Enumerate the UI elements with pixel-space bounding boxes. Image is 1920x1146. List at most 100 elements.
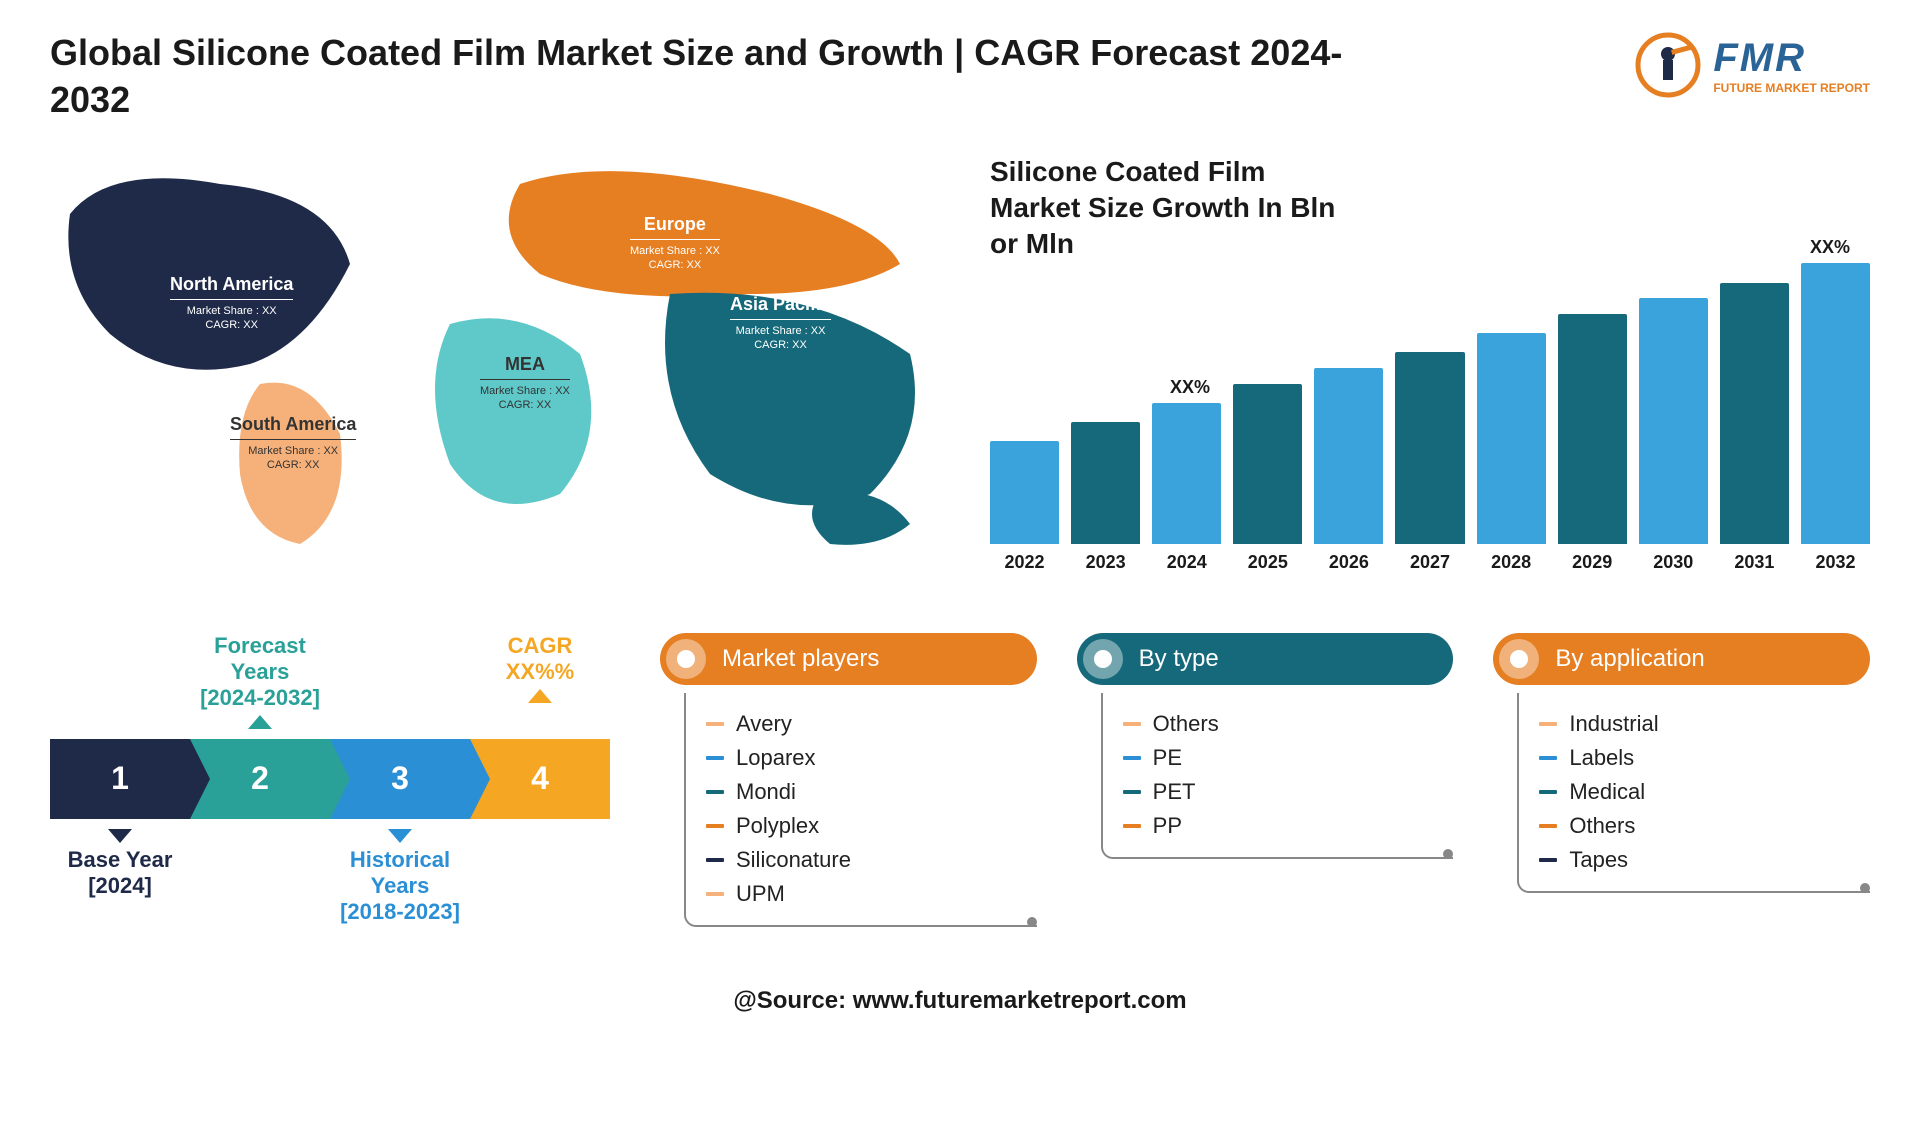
cat-item-label: PET [1153, 779, 1196, 805]
bar-2029: 2029 [1558, 314, 1627, 573]
tick-icon [1123, 756, 1141, 760]
cat-header: By type [1077, 633, 1454, 685]
bar-2027: 2027 [1395, 352, 1464, 573]
tick-icon [1539, 722, 1557, 726]
tick-icon [1123, 790, 1141, 794]
category-by-application: By application Industrial Labels Medical Ot… [1493, 633, 1870, 927]
chart-bars: 2022202320242025202620272028202920302031… [990, 273, 1870, 573]
cat-item: Siliconature [706, 843, 1037, 877]
top-row: North AmericaMarket Share : XXCAGR: XX So… [50, 154, 1870, 573]
bar-rect [1720, 283, 1789, 544]
bar-2030: 2030 [1639, 298, 1708, 573]
cat-item: Others [1539, 809, 1870, 843]
categories: Market players Avery Loparex Mondi Polyplex… [660, 633, 1870, 927]
cat-item: PET [1123, 775, 1454, 809]
tick-icon [706, 790, 724, 794]
bar-rect [1314, 368, 1383, 544]
cat-list: AveryLoparexMondiPolyplexSiliconatureUPM [684, 693, 1037, 927]
cat-header: By application [1493, 633, 1870, 685]
bar-rect [1801, 263, 1870, 544]
region-north-america: North AmericaMarket Share : XXCAGR: XX [170, 274, 293, 333]
cat-item-label: Loparex [736, 745, 816, 771]
dot-icon [1083, 639, 1123, 679]
timeline-cell-3: 3 [330, 739, 470, 819]
bar-2028: 2028 [1477, 333, 1546, 573]
region-south-america: South AmericaMarket Share : XXCAGR: XX [230, 414, 356, 473]
logo: FMR FUTURE MARKET REPORT [1633, 30, 1870, 100]
bar-chart: Silicone Coated Film Market Size Growth … [990, 154, 1870, 573]
chart-title: Silicone Coated Film Market Size Growth … [990, 154, 1350, 263]
category-by-type: By type Others PE PET PP [1077, 633, 1454, 927]
region-mea: MEAMarket Share : XXCAGR: XX [480, 354, 570, 413]
cat-item: Industrial [1539, 707, 1870, 741]
cat-list: Others PE PET PP [1101, 693, 1454, 859]
tick-icon [1123, 824, 1141, 828]
cat-item-label: Tapes [1569, 847, 1628, 873]
tl-top-label: Forecast Years[2024-2032] [190, 633, 330, 711]
bar-2022: 2022 [990, 441, 1059, 573]
bar-rect [1233, 384, 1302, 543]
tl-top-label: CAGRXX%% [470, 633, 610, 685]
tl-bot-label: Base Year[2024] [50, 847, 190, 899]
region-europe: EuropeMarket Share : XXCAGR: XX [630, 214, 720, 273]
bar-2025: 2025 [1233, 384, 1302, 572]
source-line: @Source: www.futuremarketreport.com [50, 987, 1870, 1015]
bar-rect [1152, 403, 1221, 544]
bar-year: 2025 [1248, 552, 1288, 573]
tick-icon [706, 858, 724, 862]
logo-tagline: FUTURE MARKET REPORT [1713, 81, 1870, 95]
cat-title: Market players [686, 633, 1037, 685]
bottom-row: Forecast Years[2024-2032]CAGRXX%% 1234 B… [50, 633, 1870, 927]
cat-item: Mondi [706, 775, 1037, 809]
cat-item: Medical [1539, 775, 1870, 809]
cat-item: Labels [1539, 741, 1870, 775]
telescope-icon [1633, 30, 1703, 100]
cat-item: PE [1123, 741, 1454, 775]
cat-item-label: Industrial [1569, 711, 1658, 737]
cat-title: By application [1519, 633, 1870, 685]
bar-year: 2030 [1653, 552, 1693, 573]
chart-annotation: XX% [1810, 237, 1850, 258]
bar-year: 2031 [1734, 552, 1774, 573]
bar-rect [1477, 333, 1546, 544]
cat-item-label: Others [1569, 813, 1635, 839]
bar-year: 2024 [1167, 552, 1207, 573]
tick-icon [1539, 756, 1557, 760]
page-title: Global Silicone Coated Film Market Size … [50, 30, 1350, 124]
timeline: Forecast Years[2024-2032]CAGRXX%% 1234 B… [50, 633, 610, 925]
bar-rect [1395, 352, 1464, 544]
cat-item: Avery [706, 707, 1037, 741]
timeline-cell-2: 2 [190, 739, 330, 819]
world-map: North AmericaMarket Share : XXCAGR: XX So… [50, 154, 950, 554]
bar-year: 2027 [1410, 552, 1450, 573]
cat-header: Market players [660, 633, 1037, 685]
bar-rect [1071, 422, 1140, 544]
cat-item-label: Medical [1569, 779, 1645, 805]
bar-2024: 2024 [1152, 403, 1221, 573]
cat-item-label: Mondi [736, 779, 796, 805]
cat-item-label: Polyplex [736, 813, 819, 839]
tick-icon [1539, 824, 1557, 828]
cat-item-label: PE [1153, 745, 1182, 771]
tick-icon [1539, 858, 1557, 862]
tick-icon [706, 722, 724, 726]
timeline-cell-4: 4 [470, 739, 610, 819]
header: Global Silicone Coated Film Market Size … [50, 30, 1870, 124]
region-asia-pacific: Asia PacificMarket Share : XXCAGR: XX [730, 294, 831, 353]
tl-bot-label: Historical Years[2018-2023] [330, 847, 470, 925]
chart-annotation: XX% [1170, 377, 1210, 398]
cat-item: Polyplex [706, 809, 1037, 843]
bar-2026: 2026 [1314, 368, 1383, 573]
tick-icon [1123, 722, 1141, 726]
bar-year: 2028 [1491, 552, 1531, 573]
cat-item-label: PP [1153, 813, 1182, 839]
bar-year: 2029 [1572, 552, 1612, 573]
bar-2032: 2032 [1801, 263, 1870, 573]
tick-icon [706, 892, 724, 896]
cat-list: Industrial Labels Medical Others Tapes [1517, 693, 1870, 893]
bar-rect [990, 441, 1059, 544]
cat-item: Others [1123, 707, 1454, 741]
cat-item-label: Labels [1569, 745, 1634, 771]
dot-icon [1499, 639, 1539, 679]
bar-rect [1639, 298, 1708, 544]
